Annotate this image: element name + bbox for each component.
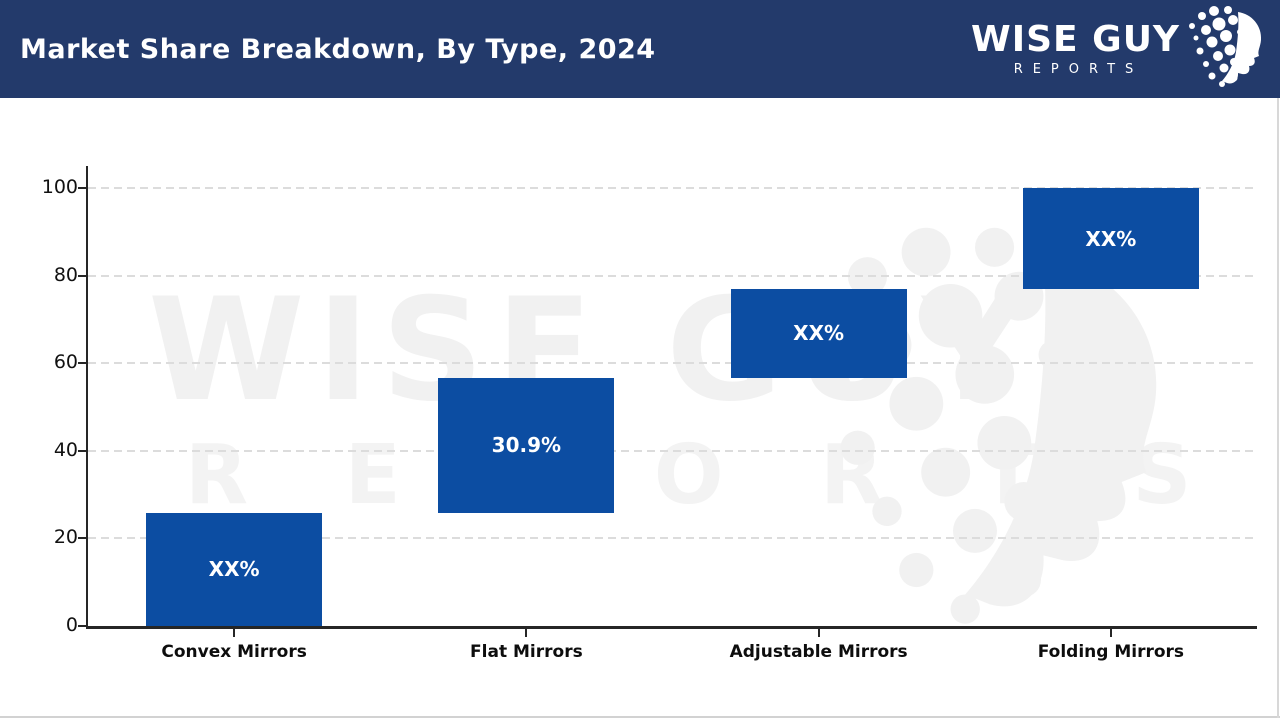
x-tick-1 (525, 628, 528, 637)
y-tick-40 (78, 449, 86, 452)
y-tick-label-80: 80 (53, 263, 78, 286)
x-category-label: Flat Mirrors (470, 641, 583, 662)
bar-adjustable-mirrors: XX% (730, 289, 907, 378)
bar-value-label: XX% (793, 321, 845, 346)
bar-value-label: XX% (1085, 226, 1137, 251)
x-tick-0 (233, 628, 236, 637)
gridline-20 (88, 537, 1257, 539)
x-category-label: Convex Mirrors (161, 641, 307, 662)
page-title: Market Share Breakdown, By Type, 2024 (20, 33, 656, 65)
bar-value-label: XX% (208, 557, 260, 582)
right-border-line (1277, 98, 1279, 718)
x-tick-3 (1109, 628, 1112, 637)
bar-value-label: 30.9% (491, 433, 562, 458)
gridline-80 (88, 274, 1257, 277)
y-tick-label-100: 100 (41, 176, 78, 198)
bar-convex-mirrors: XX% (146, 513, 323, 626)
y-tick-label-20: 20 (53, 526, 78, 548)
y-axis-line (86, 166, 88, 628)
y-tick-80 (78, 274, 86, 277)
wiseguy-logo: WISE GUY REPORTS (971, 4, 1280, 94)
y-tick-label-0: 0 (65, 613, 78, 636)
bar-folding-mirrors: XX% (1022, 188, 1199, 290)
y-tick-label-60: 60 (53, 351, 78, 373)
bottom-border-line (0, 716, 1280, 718)
watermark-subtitle: R E P O R T S (185, 428, 1226, 523)
y-tick-label-40: 40 (53, 438, 78, 461)
x-tick-2 (817, 628, 820, 637)
logo-wordmark: WISE GUY (970, 18, 1180, 60)
y-tick-100 (78, 187, 86, 189)
chart-area: WISE GUY R E P O R T S 0 20 40 60 80 100 XX% Co… (0, 98, 1280, 716)
y-tick-60 (78, 362, 86, 364)
x-category-label: Adjustable Mirrors (729, 641, 908, 662)
gridline-40 (88, 449, 1257, 452)
logo-subtitle: REPORTS (1013, 61, 1144, 77)
y-tick-0 (78, 624, 86, 627)
bar-flat-mirrors: 30.9% (438, 377, 615, 514)
y-tick-20 (78, 537, 86, 539)
x-axis-line (86, 625, 1257, 629)
logo-text: WISE GUY REPORTS (970, 18, 1180, 77)
header-bar: Market Share Breakdown, By Type, 2024 WI… (0, 0, 1280, 98)
gridline-60 (88, 362, 1257, 364)
gridline-100 (88, 187, 1257, 189)
x-category-label: Folding Mirrors (1037, 641, 1185, 662)
wiseguy-head-icon (1189, 6, 1262, 87)
